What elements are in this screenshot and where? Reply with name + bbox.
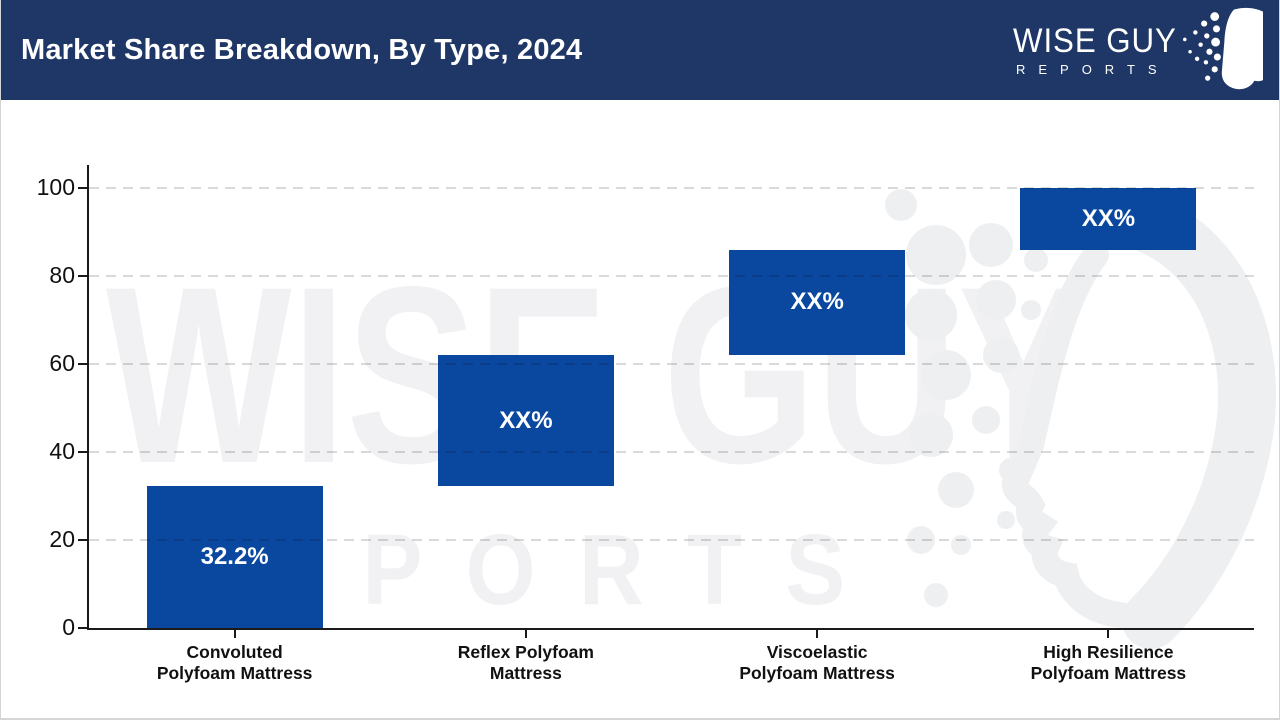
x-tick-mark <box>816 630 819 638</box>
gridline-y-80 <box>89 275 1254 277</box>
chart-area: WISE GUY REPORTS 0 20 40 60 80 100 32.2% Convol… <box>1 100 1279 718</box>
bar-segment: XX% <box>437 355 614 487</box>
category-label: Convoluted Polyfoam Mattress <box>156 642 313 683</box>
logo-subtext: REPORTS <box>1015 61 1170 77</box>
logo-wordmark: WISE GUY <box>1012 21 1177 60</box>
bar-segment: 32.2% <box>146 486 323 628</box>
bar-value-label: XX% <box>499 406 553 434</box>
bar-value-label: XX% <box>1081 204 1136 232</box>
header-bar: Market Share Breakdown, By Type, 2024 WI… <box>1 0 1279 100</box>
x-tick-mark <box>524 630 527 638</box>
category-label: Reflex Polyfoam Mattress <box>457 642 594 683</box>
y-tick-label: 60 <box>49 350 75 376</box>
chart-title: Market Share Breakdown, By Type, 2024 <box>21 33 583 66</box>
y-tick-label: 40 <box>49 438 75 464</box>
y-tick-mark <box>78 363 87 365</box>
y-tick-label: 0 <box>62 614 75 640</box>
bar-value-label: XX% <box>790 288 844 316</box>
y-tick-mark <box>78 539 87 541</box>
gridline-y-100 <box>89 187 1254 189</box>
gridline-y-60 <box>89 363 1254 365</box>
y-tick-mark <box>78 627 87 629</box>
y-tick-label: 20 <box>49 526 75 552</box>
logo-face-icon <box>1183 7 1263 90</box>
x-tick-mark <box>233 630 236 638</box>
x-axis-line <box>87 628 1254 630</box>
y-tick-mark <box>78 451 87 453</box>
gridline-y-40 <box>89 451 1254 453</box>
y-tick-mark <box>78 187 87 189</box>
y-axis-line <box>87 165 89 630</box>
y-tick-label: 100 <box>36 174 75 200</box>
x-tick-mark <box>1107 630 1110 638</box>
bar-segment: XX% <box>1020 188 1197 250</box>
wise-guy-logo: WISE GUY REPORTS <box>1013 0 1269 100</box>
logo-text: WISE GUY REPORTS <box>1013 24 1191 77</box>
bar-value-label: 32.2% <box>200 543 269 571</box>
category-label: Viscoelastic Polyfoam Mattress <box>739 642 895 683</box>
y-tick-label: 80 <box>49 262 75 288</box>
bar-segment: XX% <box>729 249 906 356</box>
plot-area: 0 20 40 60 80 100 32.2% Convoluted Polyfoam Mat… <box>37 165 1254 683</box>
category-label: High Resilience Polyfoam Mattress <box>1030 642 1187 683</box>
gridline-y-20 <box>89 539 1254 541</box>
y-tick-mark <box>78 275 87 277</box>
